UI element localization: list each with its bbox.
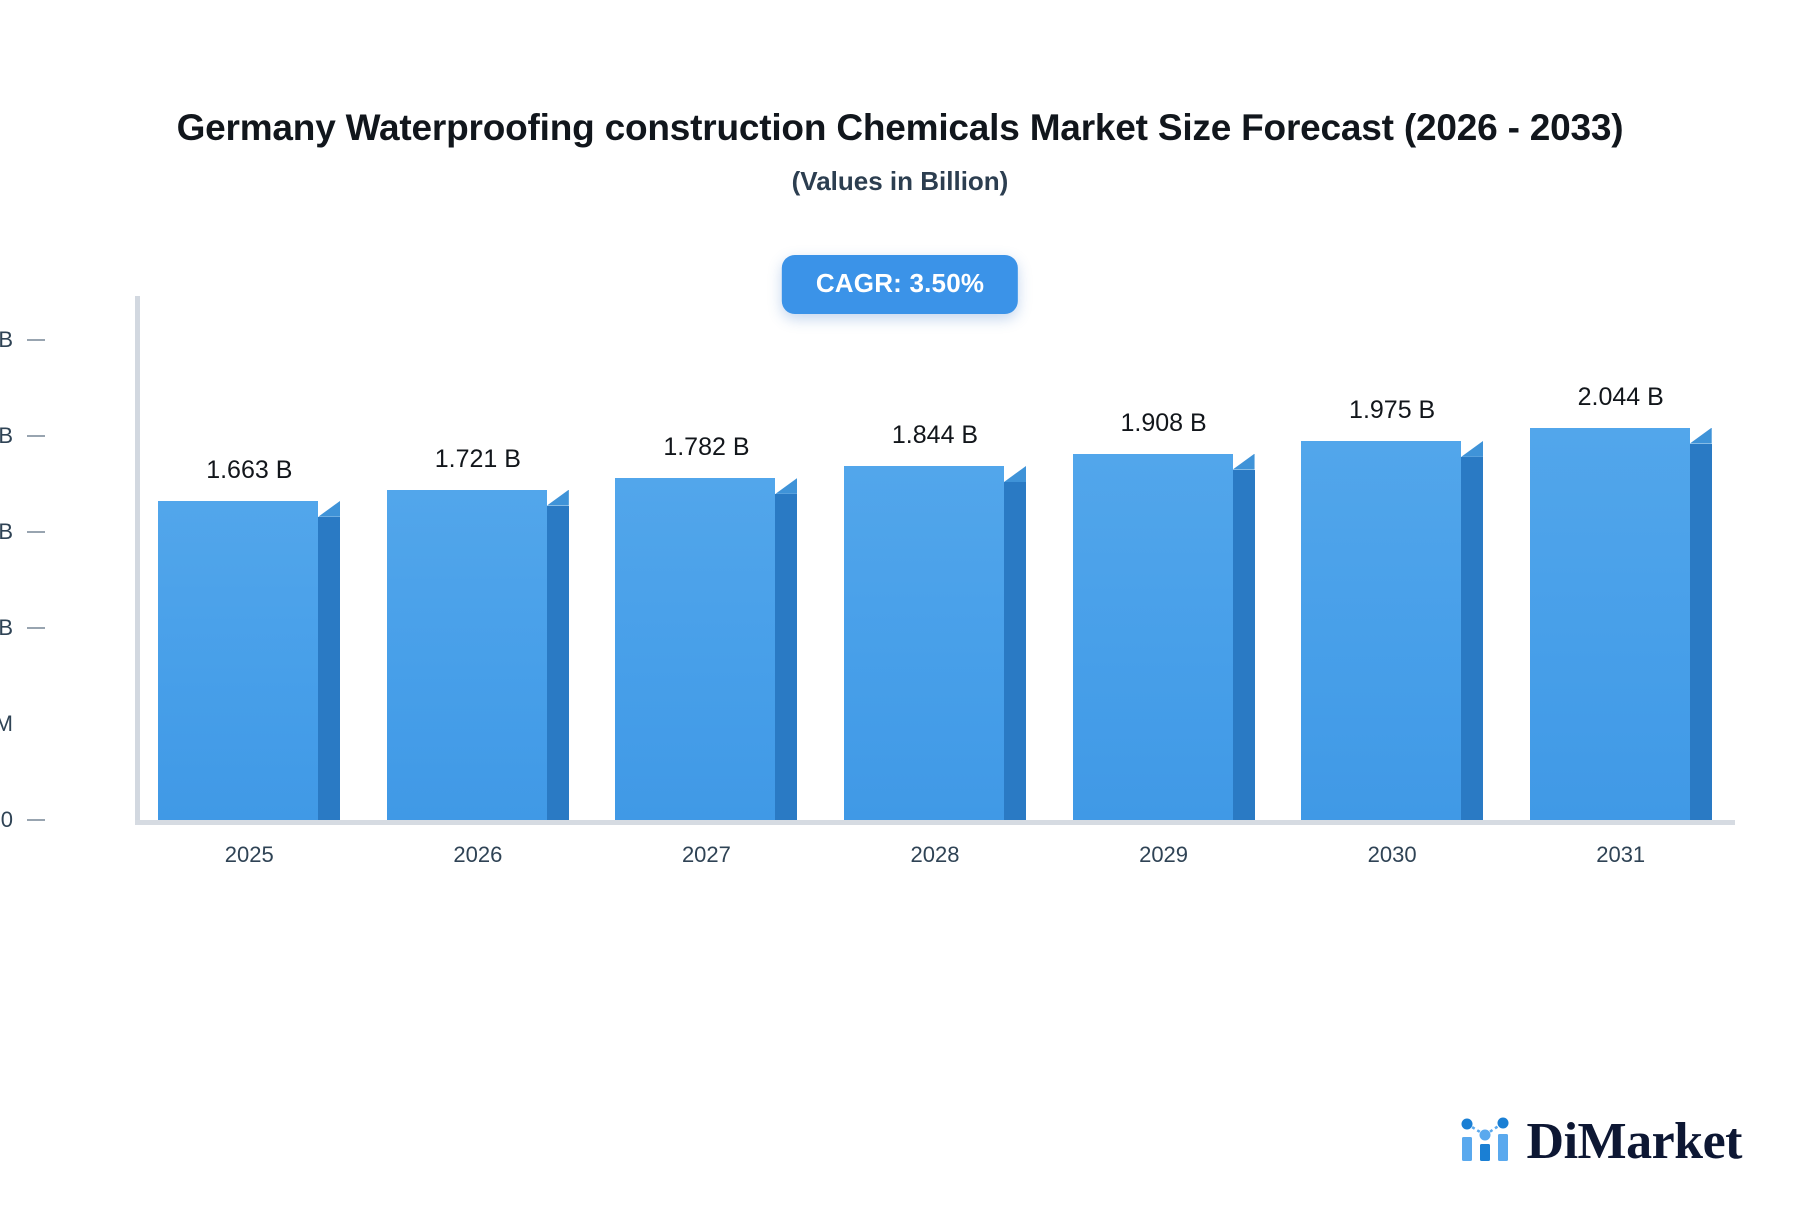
- bar-value-label: 1.908 B: [1120, 408, 1207, 437]
- bar-group[interactable]: 1.782 B: [615, 340, 798, 820]
- bar-value-label: 1.782 B: [663, 432, 750, 461]
- bar-value-label: 2.044 B: [1577, 382, 1664, 411]
- y-axis-tick-label: 2.0B: [0, 423, 13, 448]
- y-axis-line: [135, 296, 140, 820]
- bar-value-label: 1.663 B: [206, 455, 293, 484]
- y-axis-tick-dash: [27, 818, 45, 821]
- bar-side-face: [318, 516, 341, 820]
- bar-top-face: [546, 489, 569, 506]
- bar-top-face: [1689, 427, 1712, 444]
- bar-series: 1.663 B 1.721 B 1.782 B 1.844 B 1.908 B 1.975…: [135, 340, 1735, 820]
- bar-side-face: [775, 493, 798, 820]
- bar-group[interactable]: 1.908 B: [1072, 340, 1255, 820]
- y-axis-tick-dash: [27, 530, 45, 533]
- y-axis-tick-dash: [27, 434, 45, 437]
- bar-value-label: 1.975 B: [1349, 395, 1436, 424]
- bar-group[interactable]: 1.975 B: [1301, 340, 1484, 820]
- y-axis-tick: 2.5B: [0, 327, 45, 353]
- bar-value-label: 1.721 B: [434, 444, 521, 473]
- x-axis-tick-label: 2028: [910, 842, 960, 867]
- bar[interactable]: [1072, 453, 1255, 820]
- chart-subtitle: (Values in Billion): [791, 165, 1009, 196]
- y-axis-tick-label: 0: [0, 807, 13, 832]
- y-axis-tick: 0: [0, 807, 45, 833]
- bar-front-face: [844, 465, 1004, 820]
- x-axis-tick-label: 2031: [1596, 842, 1646, 867]
- x-axis-tick-label: 2025: [224, 842, 274, 867]
- bar-side-face: [1689, 443, 1712, 820]
- y-axis-tick-dash: [27, 626, 45, 629]
- y-axis-tick-dash: [27, 338, 45, 341]
- title-block: Germany Waterproofing construction Chemi…: [160, 105, 1640, 197]
- y-axis-tick: 500.0M: [0, 711, 45, 737]
- bar[interactable]: [615, 477, 798, 820]
- bar-side-face: [1461, 456, 1484, 820]
- x-axis-tick-label: 2030: [1367, 842, 1417, 867]
- bar-top-face: [318, 500, 341, 517]
- bar-value-label: 1.844 B: [891, 420, 979, 449]
- y-axis-tick-label: 1.5B: [0, 519, 13, 544]
- bar-front-face: [1301, 440, 1462, 820]
- bar[interactable]: [844, 465, 1026, 820]
- y-axis-tick: 1.0B: [0, 615, 45, 641]
- x-axis-tick-label: 2026: [453, 842, 503, 867]
- bar-chart-icon: [1457, 1113, 1513, 1170]
- bar[interactable]: [1529, 427, 1712, 820]
- y-axis-tick: 1.5B: [0, 519, 45, 545]
- bar[interactable]: [158, 500, 341, 820]
- bar-group[interactable]: 1.844 B: [844, 340, 1026, 820]
- bar-front-face: [615, 477, 776, 820]
- y-axis-tick-label: 500.0M: [0, 711, 13, 736]
- x-axis-line: [135, 820, 1735, 825]
- y-axis-tick-label: 2.5B: [0, 327, 13, 352]
- bar-group[interactable]: 1.663 B: [158, 340, 341, 820]
- plot-area: 0500.0M1.0B1.5B2.0B2.5B 1.663 B1.721 B1.…: [0, 296, 1735, 867]
- bar-front-face: [1072, 453, 1233, 820]
- bar-top-face: [775, 477, 798, 494]
- bar-front-face: [386, 489, 547, 820]
- dimarket-logo: DiMarket: [1457, 1112, 1743, 1170]
- bar-group[interactable]: 2.044 B: [1529, 340, 1712, 820]
- logo-text: DiMarket: [1526, 1112, 1743, 1170]
- x-axis-tick-label: 2027: [681, 842, 731, 867]
- bar-side-face: [1004, 481, 1026, 820]
- bar-side-face: [546, 505, 569, 820]
- bar-top-face: [1232, 453, 1255, 470]
- bar-top-face: [1461, 440, 1484, 457]
- x-axis-tick-label: 2029: [1139, 842, 1189, 867]
- bar-front-face: [1529, 427, 1690, 820]
- bar[interactable]: [386, 489, 569, 820]
- y-axis-tick-label: 1.0B: [0, 615, 13, 640]
- y-axis-tick: 2.0B: [0, 423, 45, 449]
- cagr-badge: CAGR: 3.50%: [781, 255, 1019, 314]
- bar-group[interactable]: 1.721 B: [386, 340, 569, 820]
- bar-top-face: [1004, 465, 1026, 482]
- bar-side-face: [1232, 469, 1255, 820]
- bar-front-face: [158, 500, 319, 820]
- bar[interactable]: [1301, 440, 1484, 820]
- page-title: Germany Waterproofing construction Chemi…: [176, 107, 1624, 148]
